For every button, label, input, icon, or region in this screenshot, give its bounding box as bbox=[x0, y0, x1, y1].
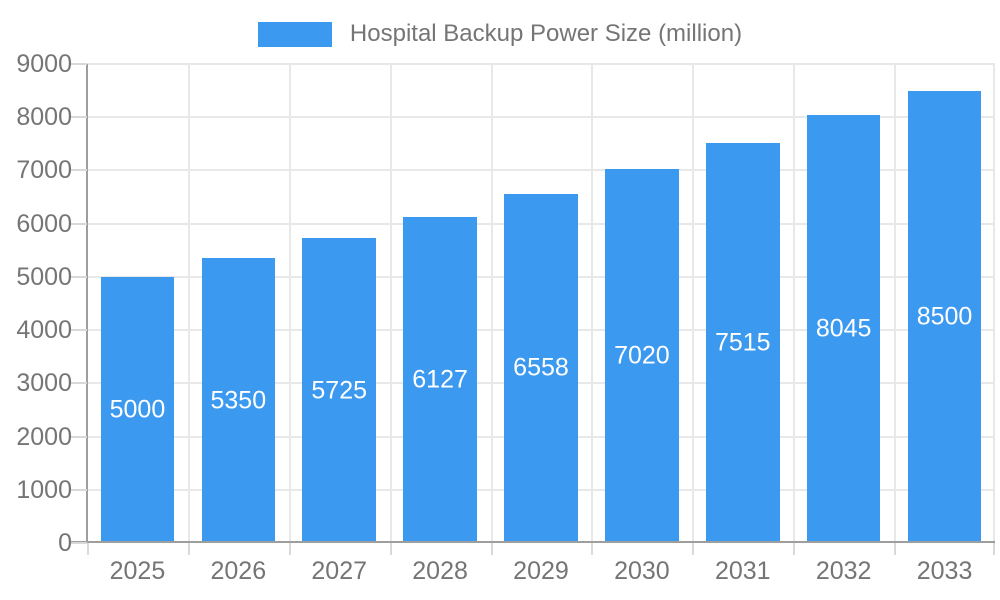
y-axis-tick bbox=[71, 329, 87, 332]
y-axis-tick bbox=[71, 169, 87, 172]
gridline-horizontal bbox=[87, 116, 995, 119]
bar-2025[interactable]: 5000 bbox=[100, 276, 175, 543]
bar-value-label: 5725 bbox=[311, 376, 368, 405]
x-axis-label: 2028 bbox=[412, 557, 468, 585]
y-axis-label: 4000 bbox=[16, 316, 72, 345]
y-axis-tick bbox=[71, 63, 87, 65]
x-axis-tick bbox=[894, 543, 897, 555]
bar-value-label: 5000 bbox=[109, 395, 166, 424]
x-axis-tick bbox=[490, 543, 493, 555]
gridline-vertical bbox=[894, 64, 897, 543]
x-axis-line bbox=[71, 541, 995, 543]
bar-2032[interactable]: 8045 bbox=[806, 114, 881, 543]
bar-value-label: 6127 bbox=[412, 365, 468, 394]
x-axis-tick bbox=[288, 543, 291, 555]
y-axis-label: 3000 bbox=[16, 369, 72, 398]
bar-value-label: 8500 bbox=[916, 302, 973, 331]
y-axis-label: 6000 bbox=[16, 209, 72, 238]
plot-area: 5000 5350 5725 6127 6558 7020 7515 8045 8500 bbox=[87, 63, 995, 543]
x-axis-label: 2031 bbox=[714, 557, 771, 585]
gridline-horizontal bbox=[87, 63, 995, 65]
y-axis-label: 8000 bbox=[16, 103, 72, 132]
x-axis-label: 2033 bbox=[916, 557, 973, 585]
y-axis-tick bbox=[71, 488, 87, 491]
y-axis-tick bbox=[71, 382, 87, 385]
bar-value-label: 7020 bbox=[614, 341, 670, 370]
bar-2027[interactable]: 5725 bbox=[302, 238, 377, 543]
y-axis-label: 0 bbox=[58, 529, 72, 557]
x-axis-tick bbox=[591, 543, 594, 555]
bar-value-label: 6558 bbox=[513, 353, 569, 382]
y-axis-tick bbox=[71, 542, 87, 544]
x-axis-tick bbox=[87, 543, 89, 555]
bar-value-label: 7515 bbox=[714, 328, 771, 357]
x-axis-label: 2027 bbox=[311, 557, 368, 585]
bar-2033[interactable]: 8500 bbox=[907, 90, 982, 543]
y-axis-label: 7000 bbox=[16, 156, 72, 185]
gridline-vertical bbox=[692, 64, 695, 543]
y-axis-label: 1000 bbox=[16, 475, 72, 504]
y-axis-label: 5000 bbox=[16, 262, 72, 291]
legend[interactable]: Hospital Backup Power Size (million) bbox=[0, 18, 1000, 50]
x-axis-label: 2032 bbox=[815, 557, 872, 585]
x-axis-tick bbox=[993, 543, 995, 555]
bar-2029[interactable]: 6558 bbox=[504, 193, 578, 543]
legend-label: Hospital Backup Power Size (million) bbox=[349, 20, 743, 47]
gridline-vertical bbox=[187, 64, 190, 543]
bar-value-label: 8045 bbox=[815, 314, 872, 343]
gridline-vertical bbox=[490, 64, 493, 543]
x-axis-tick bbox=[187, 543, 190, 555]
x-axis-tick bbox=[389, 543, 392, 555]
bar-value-label: 5350 bbox=[210, 386, 267, 415]
y-axis-line bbox=[86, 64, 88, 543]
gridline-vertical bbox=[591, 64, 594, 543]
gridline-vertical bbox=[793, 64, 796, 543]
y-axis-label: 2000 bbox=[16, 422, 72, 451]
x-axis-label: 2029 bbox=[513, 557, 569, 585]
bar-2030[interactable]: 7020 bbox=[605, 169, 679, 543]
x-axis-label: 2026 bbox=[210, 557, 267, 585]
y-axis-label: 9000 bbox=[16, 50, 72, 78]
y-axis-tick bbox=[71, 116, 87, 119]
x-axis-tick bbox=[793, 543, 796, 555]
gridline-vertical bbox=[288, 64, 291, 543]
gridline-horizontal bbox=[87, 169, 995, 172]
y-axis-tick bbox=[71, 275, 87, 278]
x-axis-label: 2030 bbox=[614, 557, 670, 585]
x-axis-label: 2025 bbox=[109, 557, 166, 585]
y-axis-tick bbox=[71, 222, 87, 225]
gridline-vertical bbox=[389, 64, 392, 543]
legend-swatch bbox=[257, 21, 332, 47]
bar-2028[interactable]: 6127 bbox=[403, 216, 477, 543]
gridline-vertical bbox=[993, 64, 995, 543]
x-axis-tick bbox=[692, 543, 695, 555]
y-axis-tick bbox=[71, 435, 87, 438]
bar-2031[interactable]: 7515 bbox=[705, 143, 780, 543]
bar-2026[interactable]: 5350 bbox=[201, 258, 276, 543]
